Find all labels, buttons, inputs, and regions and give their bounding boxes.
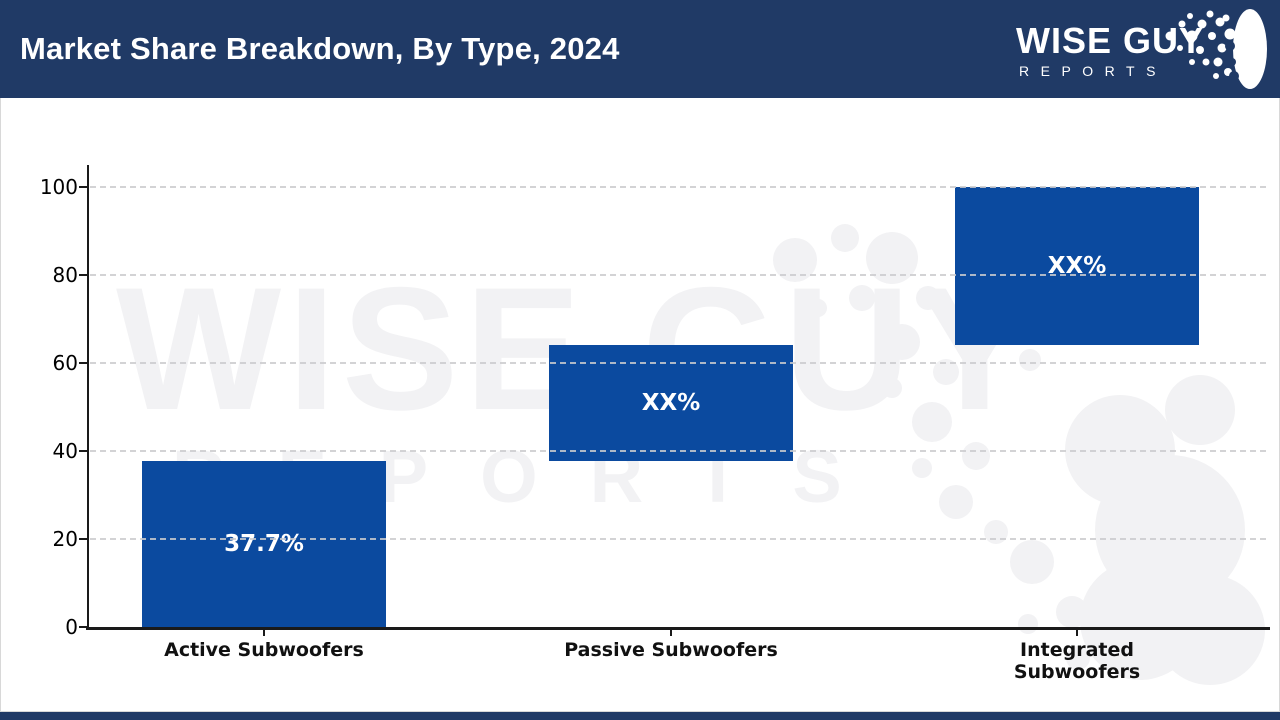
gridline-20 — [90, 538, 1266, 540]
y-tick-label-40: 40 — [52, 439, 78, 463]
x-label-integrated-subwoofers: Integrated Subwoofers — [1013, 639, 1141, 683]
y-tick-label-60: 60 — [52, 351, 78, 375]
page-title: Market Share Breakdown, By Type, 2024 — [20, 31, 620, 66]
y-tick-label-100: 100 — [39, 175, 78, 199]
card-border-bottom — [0, 711, 1280, 712]
y-tick-mark-20 — [79, 538, 87, 540]
x-tick-mark-passive-subwoofers — [670, 629, 672, 636]
watermark-dots-face — [773, 224, 1265, 685]
y-tick-label-80: 80 — [52, 263, 78, 287]
gridline-40 — [90, 450, 1266, 452]
x-label-passive-subwoofers: Passive Subwoofers — [564, 639, 778, 661]
card-border-left — [0, 98, 1, 712]
brand-logo: WISE GUY REPORTS — [1016, 6, 1268, 92]
y-axis-line — [87, 165, 89, 629]
bar-active-subwoofers: 37.7% — [142, 461, 386, 627]
gridline-80 — [90, 274, 1266, 276]
y-tick-label-0: 0 — [65, 615, 78, 639]
bar-passive-subwoofers: XX% — [549, 344, 793, 462]
x-axis-line — [86, 627, 1270, 630]
brand-face-icon — [1165, 9, 1267, 89]
y-tick-label-20: 20 — [52, 527, 78, 551]
y-tick-mark-0 — [79, 626, 87, 628]
footer-bar — [0, 712, 1280, 720]
bar-value-label-active-subwoofers: 37.7% — [224, 531, 304, 558]
brand-name: WISE GUY — [1016, 20, 1205, 61]
y-tick-mark-40 — [79, 450, 87, 452]
gridline-60 — [90, 362, 1266, 364]
bar-integrated-subwoofers: XX% — [955, 187, 1199, 345]
brand-subtitle: REPORTS — [1019, 63, 1167, 79]
y-tick-mark-80 — [79, 274, 87, 276]
x-tick-mark-active-subwoofers — [263, 629, 265, 636]
gridline-100 — [90, 186, 1266, 188]
x-label-active-subwoofers: Active Subwoofers — [164, 639, 364, 661]
y-tick-mark-100 — [79, 186, 87, 188]
header-bar: Market Share Breakdown, By Type, 2024 WI… — [0, 0, 1280, 98]
bar-value-label-passive-subwoofers: XX% — [641, 390, 701, 417]
x-tick-mark-integrated-subwoofers — [1076, 629, 1078, 636]
y-tick-mark-60 — [79, 362, 87, 364]
brand-logo-text: WISE GUY REPORTS — [1016, 20, 1205, 80]
